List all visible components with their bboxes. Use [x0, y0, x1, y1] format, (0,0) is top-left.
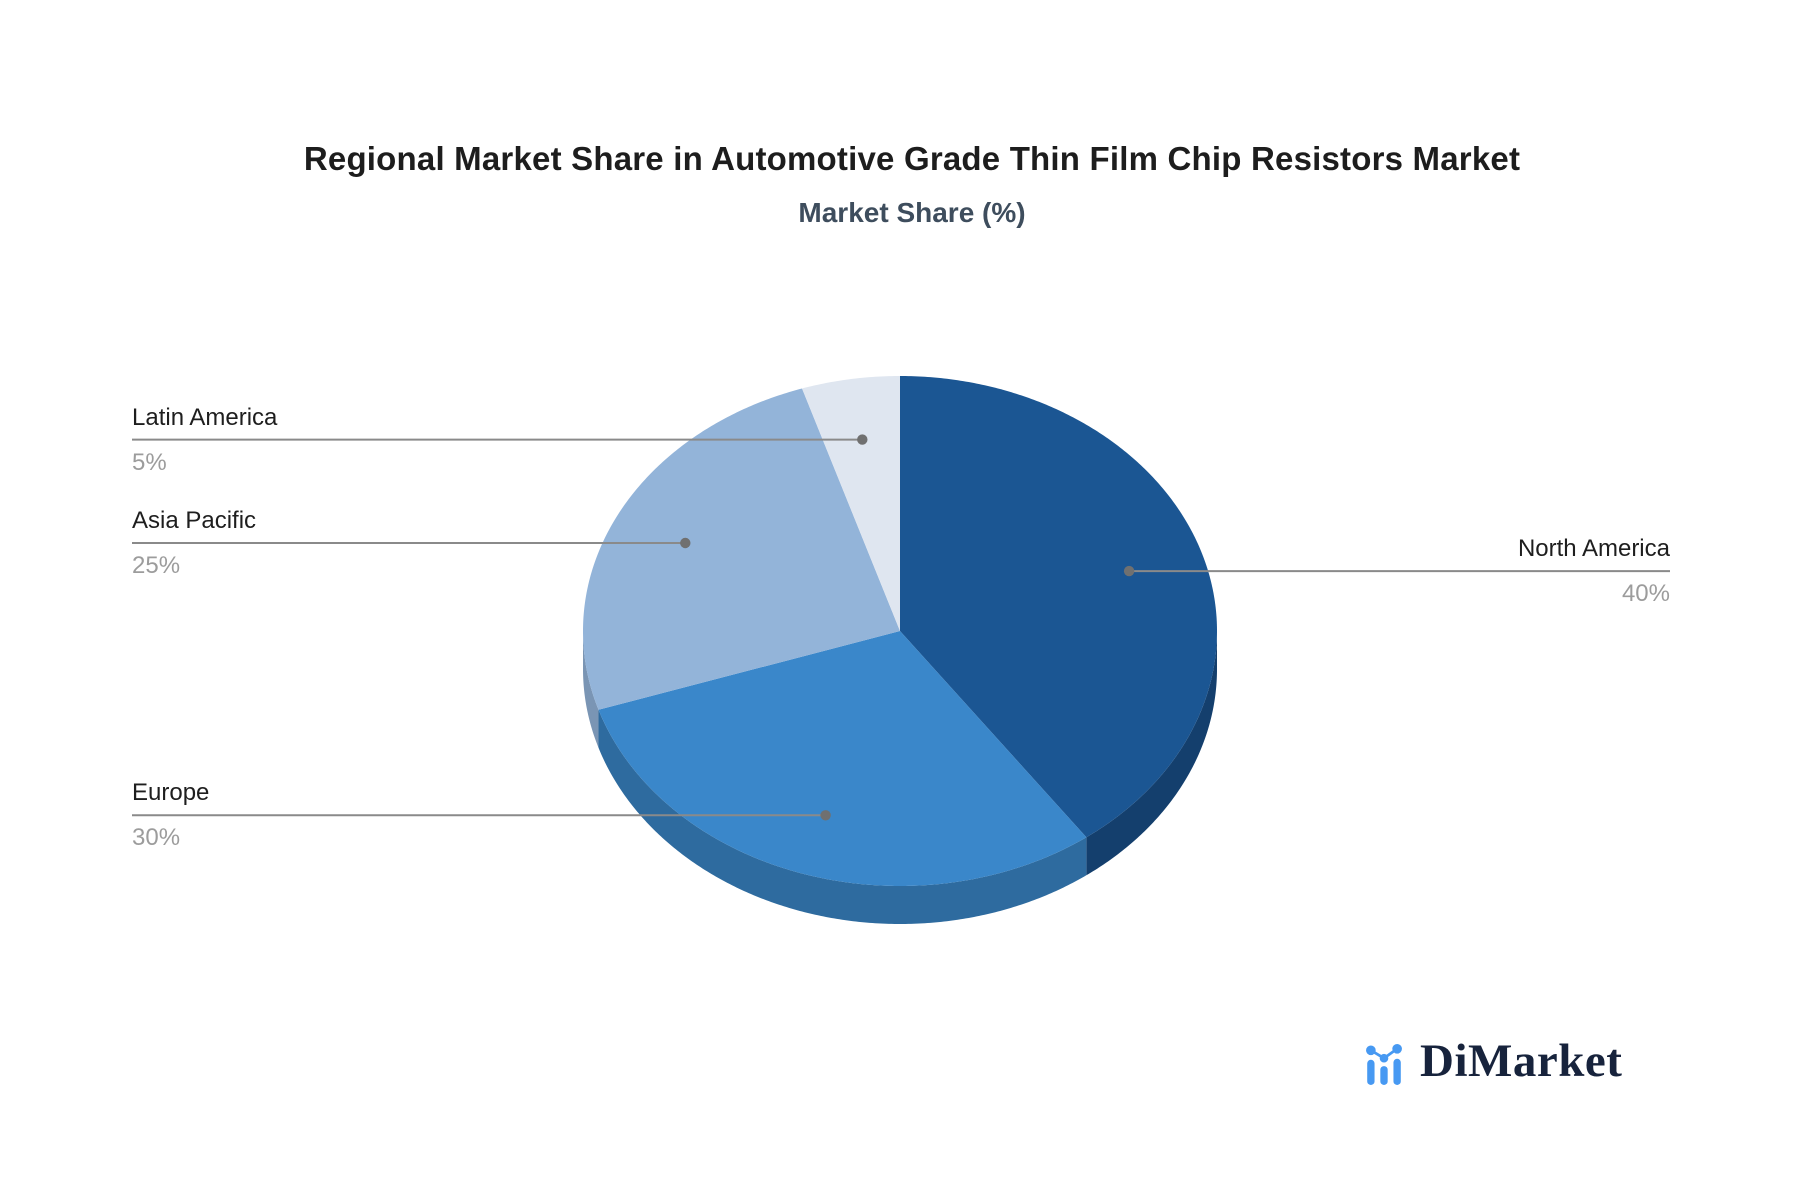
logo-text: DiMarket	[1420, 1035, 1623, 1087]
leader-dot-north-america	[1123, 565, 1135, 577]
slice-value-north-america: 40%	[1621, 580, 1670, 608]
leader-dot-latin-america	[857, 434, 868, 445]
chart-title: Regional Market Share in Automotive Grad…	[303, 140, 1521, 177]
slice-value-europe: 30%	[132, 824, 181, 852]
slice-label-north-america: North America	[1517, 535, 1670, 563]
leader-dot-asia-pacific	[680, 537, 691, 549]
slice-label-europe: Europe	[132, 779, 210, 807]
slice-value-latin-america: 5%	[132, 448, 167, 476]
slice-value-asia-pacific: 25%	[132, 552, 181, 580]
pie-slice-europe[interactable]	[598, 631, 1087, 886]
pie-slice-north-america[interactable]	[900, 376, 1217, 838]
pie-slice-side-asia-pacific	[583, 633, 599, 748]
pie-slice-side-north-america	[1086, 633, 1217, 876]
leader-dot-europe	[820, 810, 831, 821]
logo-bar-line-chart-icon	[1366, 1043, 1402, 1085]
pie-slice-side-europe	[598, 709, 1087, 924]
pie-slice-asia-pacific[interactable]	[583, 388, 900, 710]
slice-label-asia-pacific: Asia Pacific	[132, 507, 257, 535]
logo: DiMarket	[1363, 1035, 1623, 1087]
chart-subtitle: Market Share (%)	[798, 197, 1026, 228]
slice-label-latin-america: Latin America	[132, 403, 278, 431]
